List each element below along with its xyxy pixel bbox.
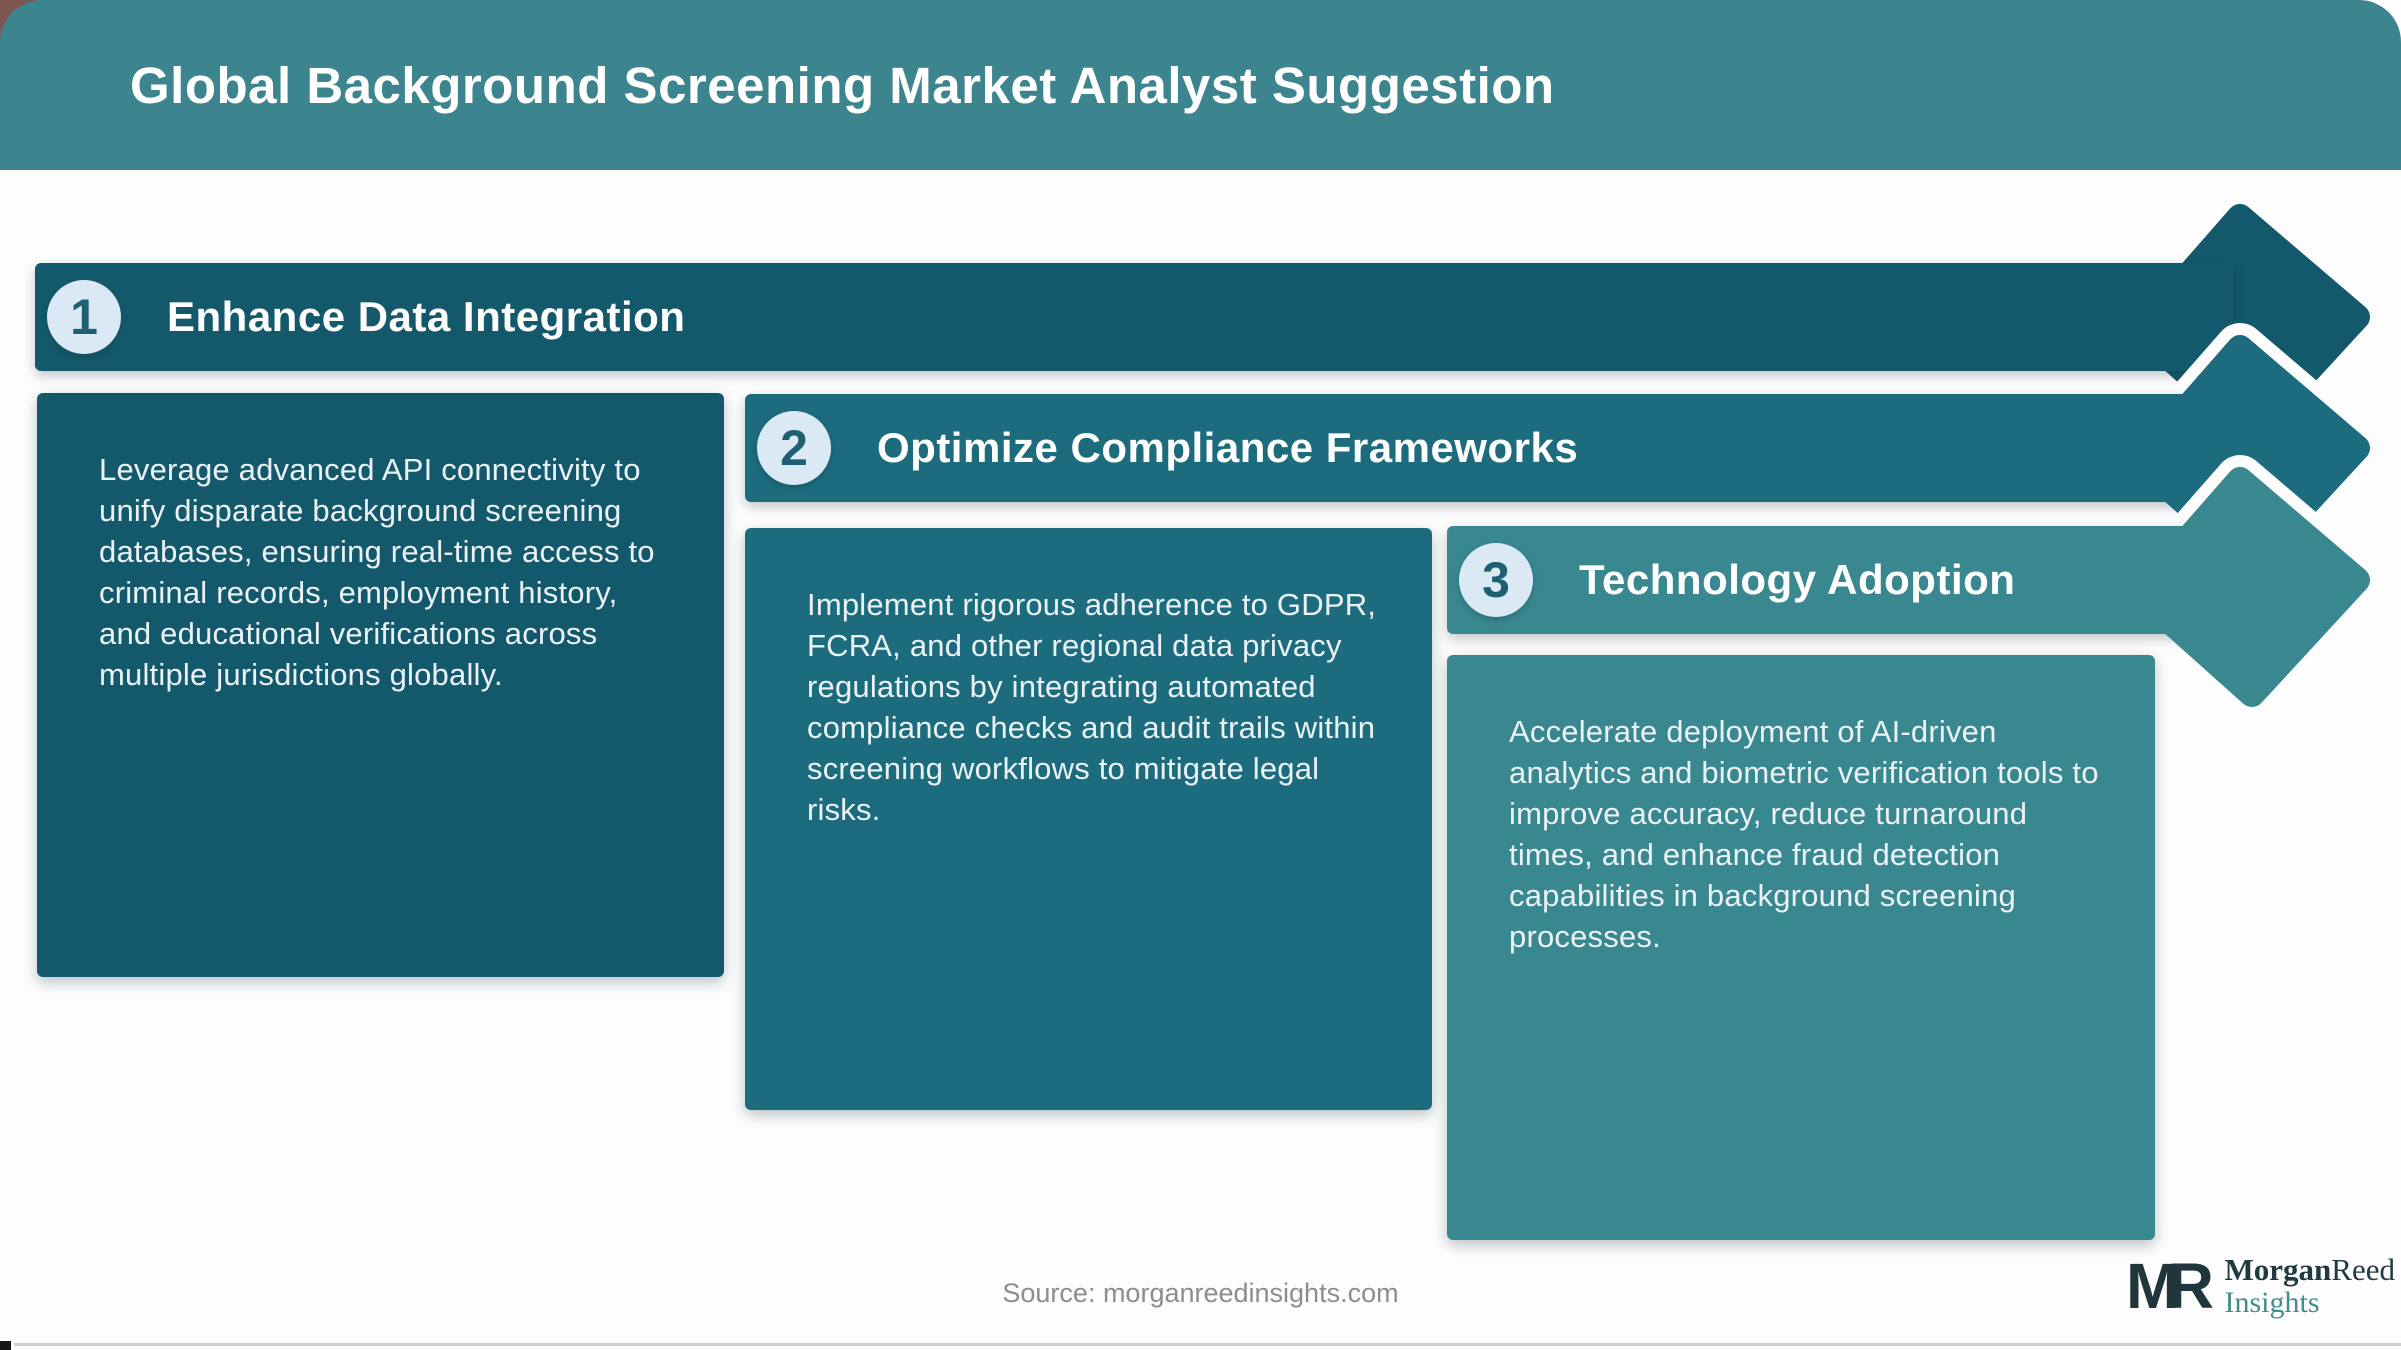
source-attribution: Source: morganreedinsights.com bbox=[1002, 1278, 1399, 1308]
step-3-title: Technology Adoption bbox=[1579, 556, 2016, 603]
step-2-banner: 2 Optimize Compliance Frameworks bbox=[745, 394, 2233, 502]
step-3-description-box: Accelerate deployment of AI-driven analy… bbox=[1447, 655, 2155, 1240]
step-1-description-box: Leverage advanced API connectivity to un… bbox=[37, 393, 724, 977]
arrow-head-3-icon bbox=[2127, 467, 2370, 707]
step-3-number-badge: 3 bbox=[1459, 543, 1533, 617]
step-3-description: Accelerate deployment of AI-driven analy… bbox=[1509, 714, 2099, 954]
page-title: Global Background Screening Market Analy… bbox=[130, 56, 1555, 114]
step-1-number-badge: 1 bbox=[47, 280, 121, 354]
step-1-description: Leverage advanced API connectivity to un… bbox=[99, 452, 655, 692]
logo-subtitle: Insights bbox=[2224, 1285, 2320, 1319]
step-1-title: Enhance Data Integration bbox=[167, 293, 686, 340]
step-2-title: Optimize Compliance Frameworks bbox=[877, 424, 1579, 471]
logo-name: MorganReed bbox=[2224, 1252, 2395, 1287]
header-bar: Global Background Screening Market Analy… bbox=[0, 0, 2401, 170]
bottom-left-artifact bbox=[0, 1341, 11, 1350]
mr-monogram-icon: MR bbox=[2126, 1250, 2214, 1323]
logo-wordmark: MorganReed Insights bbox=[2224, 1252, 2395, 1319]
step-3-banner: 3 Technology Adoption bbox=[1447, 526, 2233, 634]
step-2-description-box: Implement rigorous adherence to GDPR, FC… bbox=[745, 528, 1432, 1110]
bottom-border-line bbox=[14, 1343, 2401, 1346]
step-2-number-badge: 2 bbox=[757, 411, 831, 485]
step-2-description: Implement rigorous adherence to GDPR, FC… bbox=[807, 587, 1377, 827]
step-1-banner: 1 Enhance Data Integration bbox=[35, 263, 2233, 371]
morganreed-logo: MR MorganReed Insights bbox=[2126, 1250, 2395, 1323]
